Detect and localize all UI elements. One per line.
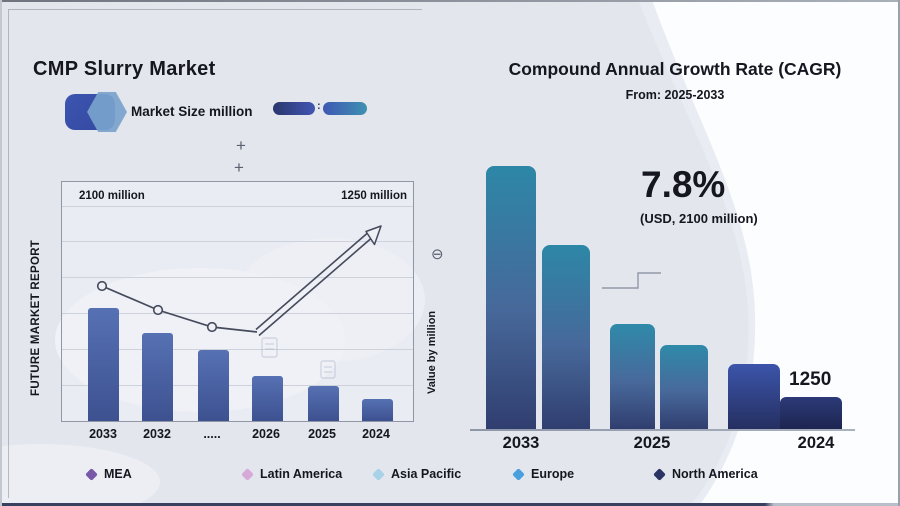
left-xlabel-dots: ..... [203,427,221,441]
cagr-subtitle: From: 2025-2033 [625,88,725,102]
diamond-icon [241,467,254,481]
value-axis-label: Value by million [426,310,438,394]
legend-item-asia-pacific: Asia Pacific [372,467,462,481]
right-xlabel-2033: 2033 [502,434,540,452]
top-border [0,0,900,2]
right-xlabel-2025: 2025 [633,434,671,452]
legend-label: MEA [104,467,132,481]
diamond-icon [85,467,98,481]
gridline [62,206,413,207]
left-chart-axis-title: FUTURE MARKET REPORT [30,239,42,397]
left-xlabel-2024: 2024 [362,427,390,441]
market-size-chart: 2100 million 1250 million [61,181,414,422]
bar-2026 [252,376,283,421]
cagr-note: (USD, 2100 million) [640,211,758,226]
bottom-border [0,503,900,506]
inner-border-frame [8,9,422,498]
gradient-pill-right [323,102,367,115]
plus-icon: + [234,158,244,177]
cagr-baseline [470,429,855,431]
diamond-icon [512,467,525,481]
cagr-bar-2025-a [610,324,655,429]
left-xlabel-2025: 2025 [308,427,336,441]
annotation-2100-million: 2100 million [79,190,145,202]
gradient-pill-left [273,102,315,115]
legend-label: Europe [531,467,575,481]
right-xlabel-2024: 2024 [797,434,835,452]
legend-label: Asia Pacific [391,467,462,481]
gridline [62,241,413,242]
diamond-icon [653,467,666,481]
cagr-title: Compound Annual Growth Rate (CAGR) [508,59,842,79]
pill-separator: : [317,100,321,112]
legend-item-mea: MEA [85,467,132,481]
bar-2033 [88,308,119,421]
legend-item-north-america: North America [653,467,758,481]
cagr-bar-2033-b [542,245,590,429]
bar-dots [198,350,229,421]
cagr-value: 7.8% [641,164,726,205]
market-size-label: Market Size million [131,104,253,119]
left-border [0,0,2,506]
bar-2032 [142,333,173,421]
bar-2025 [308,386,339,421]
left-xlabel-2032: 2032 [143,427,171,441]
gridline [62,277,413,278]
left-xlabel-2026: 2026 [252,427,280,441]
cagr-bar-2033-a [486,166,536,429]
annotation-1250-million: 1250 million [341,190,407,202]
legend-label: North America [672,467,758,481]
plus-icon: + [236,136,246,155]
legend-item-europe: Europe [512,467,575,481]
data-label-1250: 1250 [789,369,832,390]
diamond-icon [372,467,385,481]
bar-2024 [362,399,393,421]
market-size-icon [65,92,127,132]
cagr-bar-2024-b [780,397,842,429]
legend-label: Latin America [260,467,343,481]
left-xlabel-2033: 2033 [89,427,117,441]
cagr-bar-2025-b [660,345,708,429]
page-title: CMP Slurry Market [33,58,216,80]
circle-minus-icon: ⊖ [431,246,444,263]
legend-item-latin-america: Latin America [241,467,343,481]
cagr-bar-2024-a [728,364,780,429]
